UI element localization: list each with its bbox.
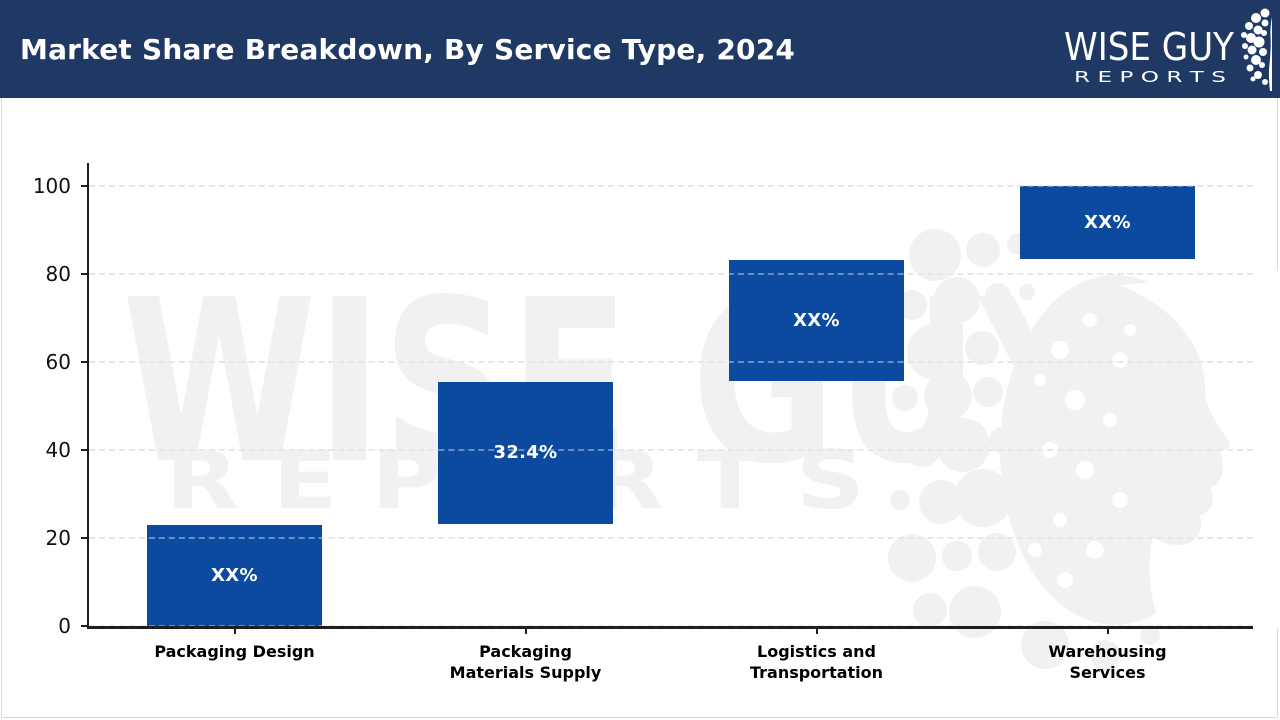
x-category-line: Materials Supply bbox=[449, 663, 602, 682]
gridline bbox=[89, 536, 1253, 539]
x-category-line: Packaging Design bbox=[154, 642, 315, 661]
x-tick-mark bbox=[524, 628, 527, 634]
y-tick-mark bbox=[81, 536, 87, 539]
gridline bbox=[89, 448, 1253, 451]
x-category-label: Logistics and Transportation bbox=[667, 641, 967, 683]
y-tick-label: 40 bbox=[45, 437, 71, 462]
x-category-line: Services bbox=[1069, 663, 1146, 682]
logo-wordmark: WISE GUY bbox=[1064, 25, 1235, 69]
y-tick-label: 100 bbox=[32, 173, 71, 198]
header-bar: Market Share Breakdown, By Service Type,… bbox=[0, 0, 1280, 98]
y-tick-label: 20 bbox=[45, 525, 71, 550]
x-category-line: Packaging bbox=[479, 642, 572, 661]
bar-value-label: 32.4% bbox=[493, 442, 558, 464]
y-tick-label: 0 bbox=[58, 614, 71, 638]
bar-value-label: XX% bbox=[211, 564, 258, 586]
gridline bbox=[89, 272, 1253, 275]
y-axis-spine bbox=[87, 163, 89, 628]
gridline-overlay bbox=[89, 272, 1253, 275]
logo-subtext: R E P O R T S bbox=[1074, 68, 1226, 86]
bar-segment: XX% bbox=[1020, 185, 1195, 260]
logo-face-icon bbox=[1241, 8, 1272, 91]
y-tick-mark bbox=[81, 184, 87, 187]
bar-segment: XX% bbox=[729, 259, 904, 382]
gridline bbox=[89, 184, 1253, 187]
gridline-overlay bbox=[89, 448, 1253, 451]
x-category-label: Packaging Design bbox=[85, 641, 385, 662]
plot-area: 0 20 40 60 80 100 XX% 32.4% XX% XX% Packaging Desi… bbox=[33, 163, 1253, 682]
x-category-line: Warehousing bbox=[1048, 642, 1167, 661]
y-tick-mark bbox=[81, 360, 87, 363]
y-tick-label: 60 bbox=[45, 349, 71, 374]
x-tick-mark bbox=[815, 628, 818, 634]
page-title: Market Share Breakdown, By Service Type,… bbox=[20, 32, 796, 66]
x-tick-mark bbox=[1106, 628, 1109, 634]
x-category-label: Warehousing Services bbox=[958, 641, 1258, 683]
bar-segment: 32.4% bbox=[438, 381, 613, 525]
x-tick-mark bbox=[233, 628, 236, 634]
bar-value-label: XX% bbox=[793, 309, 840, 331]
gridline-overlay bbox=[89, 536, 1253, 539]
gridline-overlay bbox=[89, 360, 1253, 363]
y-tick-label: 80 bbox=[45, 261, 71, 286]
gridline-overlay bbox=[89, 184, 1253, 187]
x-category-line: Transportation bbox=[749, 663, 884, 682]
y-tick-mark bbox=[81, 625, 87, 627]
y-tick-mark bbox=[81, 448, 87, 451]
x-axis-spine bbox=[87, 626, 1253, 629]
bar-value-label: XX% bbox=[1084, 211, 1131, 233]
y-tick-mark bbox=[81, 272, 87, 275]
bar-segment: XX% bbox=[147, 524, 322, 626]
x-category-line: Logistics and bbox=[757, 642, 876, 661]
wise-guy-logo: WISE GUY R E P O R T S bbox=[1064, 8, 1272, 91]
x-category-label: Packaging Materials Supply bbox=[376, 641, 676, 683]
gridline bbox=[89, 360, 1253, 363]
